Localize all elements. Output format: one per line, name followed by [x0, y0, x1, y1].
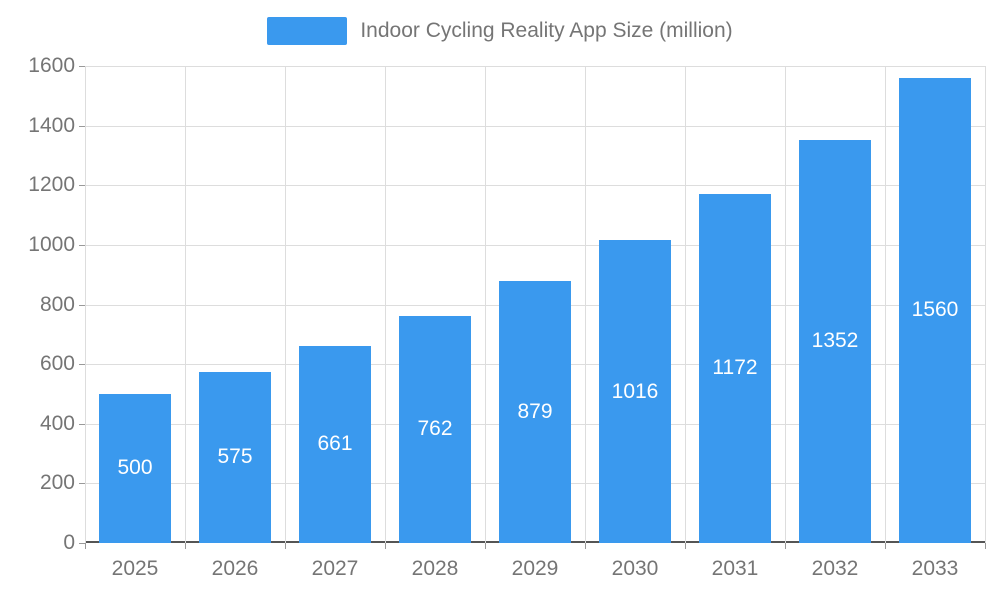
x-gridline [85, 66, 86, 543]
y-axis-tick-label: 1400 [28, 113, 75, 137]
x-axis-tick-label: 2028 [411, 557, 459, 580]
bar-value-label: 500 [117, 456, 153, 480]
bar-2026[interactable]: 575 [199, 371, 271, 543]
y-axis-tick-label: 1200 [28, 173, 75, 197]
x-axis-tick-label: 2030 [611, 557, 659, 580]
y-axis-tick [79, 304, 85, 306]
y-gridline [85, 185, 985, 187]
y-gridline [85, 244, 985, 246]
y-axis-tick [79, 185, 85, 187]
x-axis-tick [285, 543, 286, 549]
x-axis-tick-label: 2029 [511, 557, 559, 580]
y-axis-tick-label: 1000 [28, 232, 75, 256]
x-axis-tick [785, 543, 786, 549]
y-axis-tick [79, 423, 85, 425]
x-axis-tick [585, 543, 586, 549]
y-axis-tick-label: 1600 [28, 54, 75, 77]
bar-value-label: 1016 [611, 379, 659, 403]
y-gridline [85, 66, 985, 67]
y-axis-tick [79, 125, 85, 127]
x-axis-tick [185, 543, 186, 549]
x-axis-tick-label: 2032 [811, 557, 859, 580]
bar-2032[interactable]: 1352 [799, 139, 871, 543]
x-axis-tick-label: 2033 [911, 557, 959, 580]
x-gridline [485, 66, 486, 543]
bar-value-label: 762 [417, 417, 453, 441]
x-axis-tick [485, 543, 486, 549]
x-axis-tick-label: 2026 [211, 557, 259, 580]
x-gridline [385, 66, 386, 543]
bar-2030[interactable]: 1016 [599, 240, 671, 543]
plot-area: 500 575 661 762 879 1016 1172 1352 1560 [85, 66, 986, 543]
chart-legend[interactable]: Indoor Cycling Reality App Size (million… [0, 17, 1000, 45]
x-axis-tick-label: 2027 [311, 557, 359, 580]
bar-value-label: 1352 [811, 329, 859, 353]
y-axis-tick-label: 200 [39, 471, 75, 495]
x-axis-tick [685, 543, 686, 549]
x-gridline [885, 66, 886, 543]
x-axis-tick [885, 543, 886, 549]
x-axis-tick-label: 2031 [711, 557, 759, 580]
x-axis-tick [85, 543, 86, 549]
bar-2031[interactable]: 1172 [699, 193, 771, 543]
x-gridline [285, 66, 286, 543]
y-axis-tick-label: 800 [39, 292, 75, 316]
bar-2033[interactable]: 1560 [899, 77, 971, 543]
legend-swatch [267, 17, 348, 45]
y-gridline [85, 125, 985, 127]
bar-value-label: 661 [317, 432, 353, 456]
x-gridline [685, 66, 686, 543]
x-gridline [185, 66, 186, 543]
bar-2027[interactable]: 661 [299, 345, 371, 543]
y-axis-tick-label: 400 [39, 411, 75, 435]
bar-2029[interactable]: 879 [499, 280, 571, 543]
bar-value-label: 1172 [712, 356, 758, 380]
x-gridline [585, 66, 586, 543]
y-axis-tick-label: 0 [63, 531, 75, 554]
y-axis-tick [79, 244, 85, 246]
bar-value-label: 1560 [911, 298, 959, 322]
y-axis-tick [79, 483, 85, 485]
x-axis-tick-label: 2025 [111, 557, 159, 580]
bar-value-label: 575 [217, 445, 253, 469]
x-axis-tick [385, 543, 386, 549]
x-axis-tick [985, 543, 986, 549]
bar-2028[interactable]: 762 [399, 315, 471, 543]
y-axis-tick [79, 543, 85, 544]
x-gridline [985, 66, 986, 543]
y-axis-tick-label: 600 [39, 352, 75, 376]
legend-label: Indoor Cycling Reality App Size (million… [360, 19, 733, 42]
bar-value-label: 879 [517, 399, 553, 423]
y-axis-tick [79, 364, 85, 366]
bar-2025[interactable]: 500 [99, 393, 171, 543]
y-axis-tick [79, 66, 85, 67]
x-gridline [785, 66, 786, 543]
